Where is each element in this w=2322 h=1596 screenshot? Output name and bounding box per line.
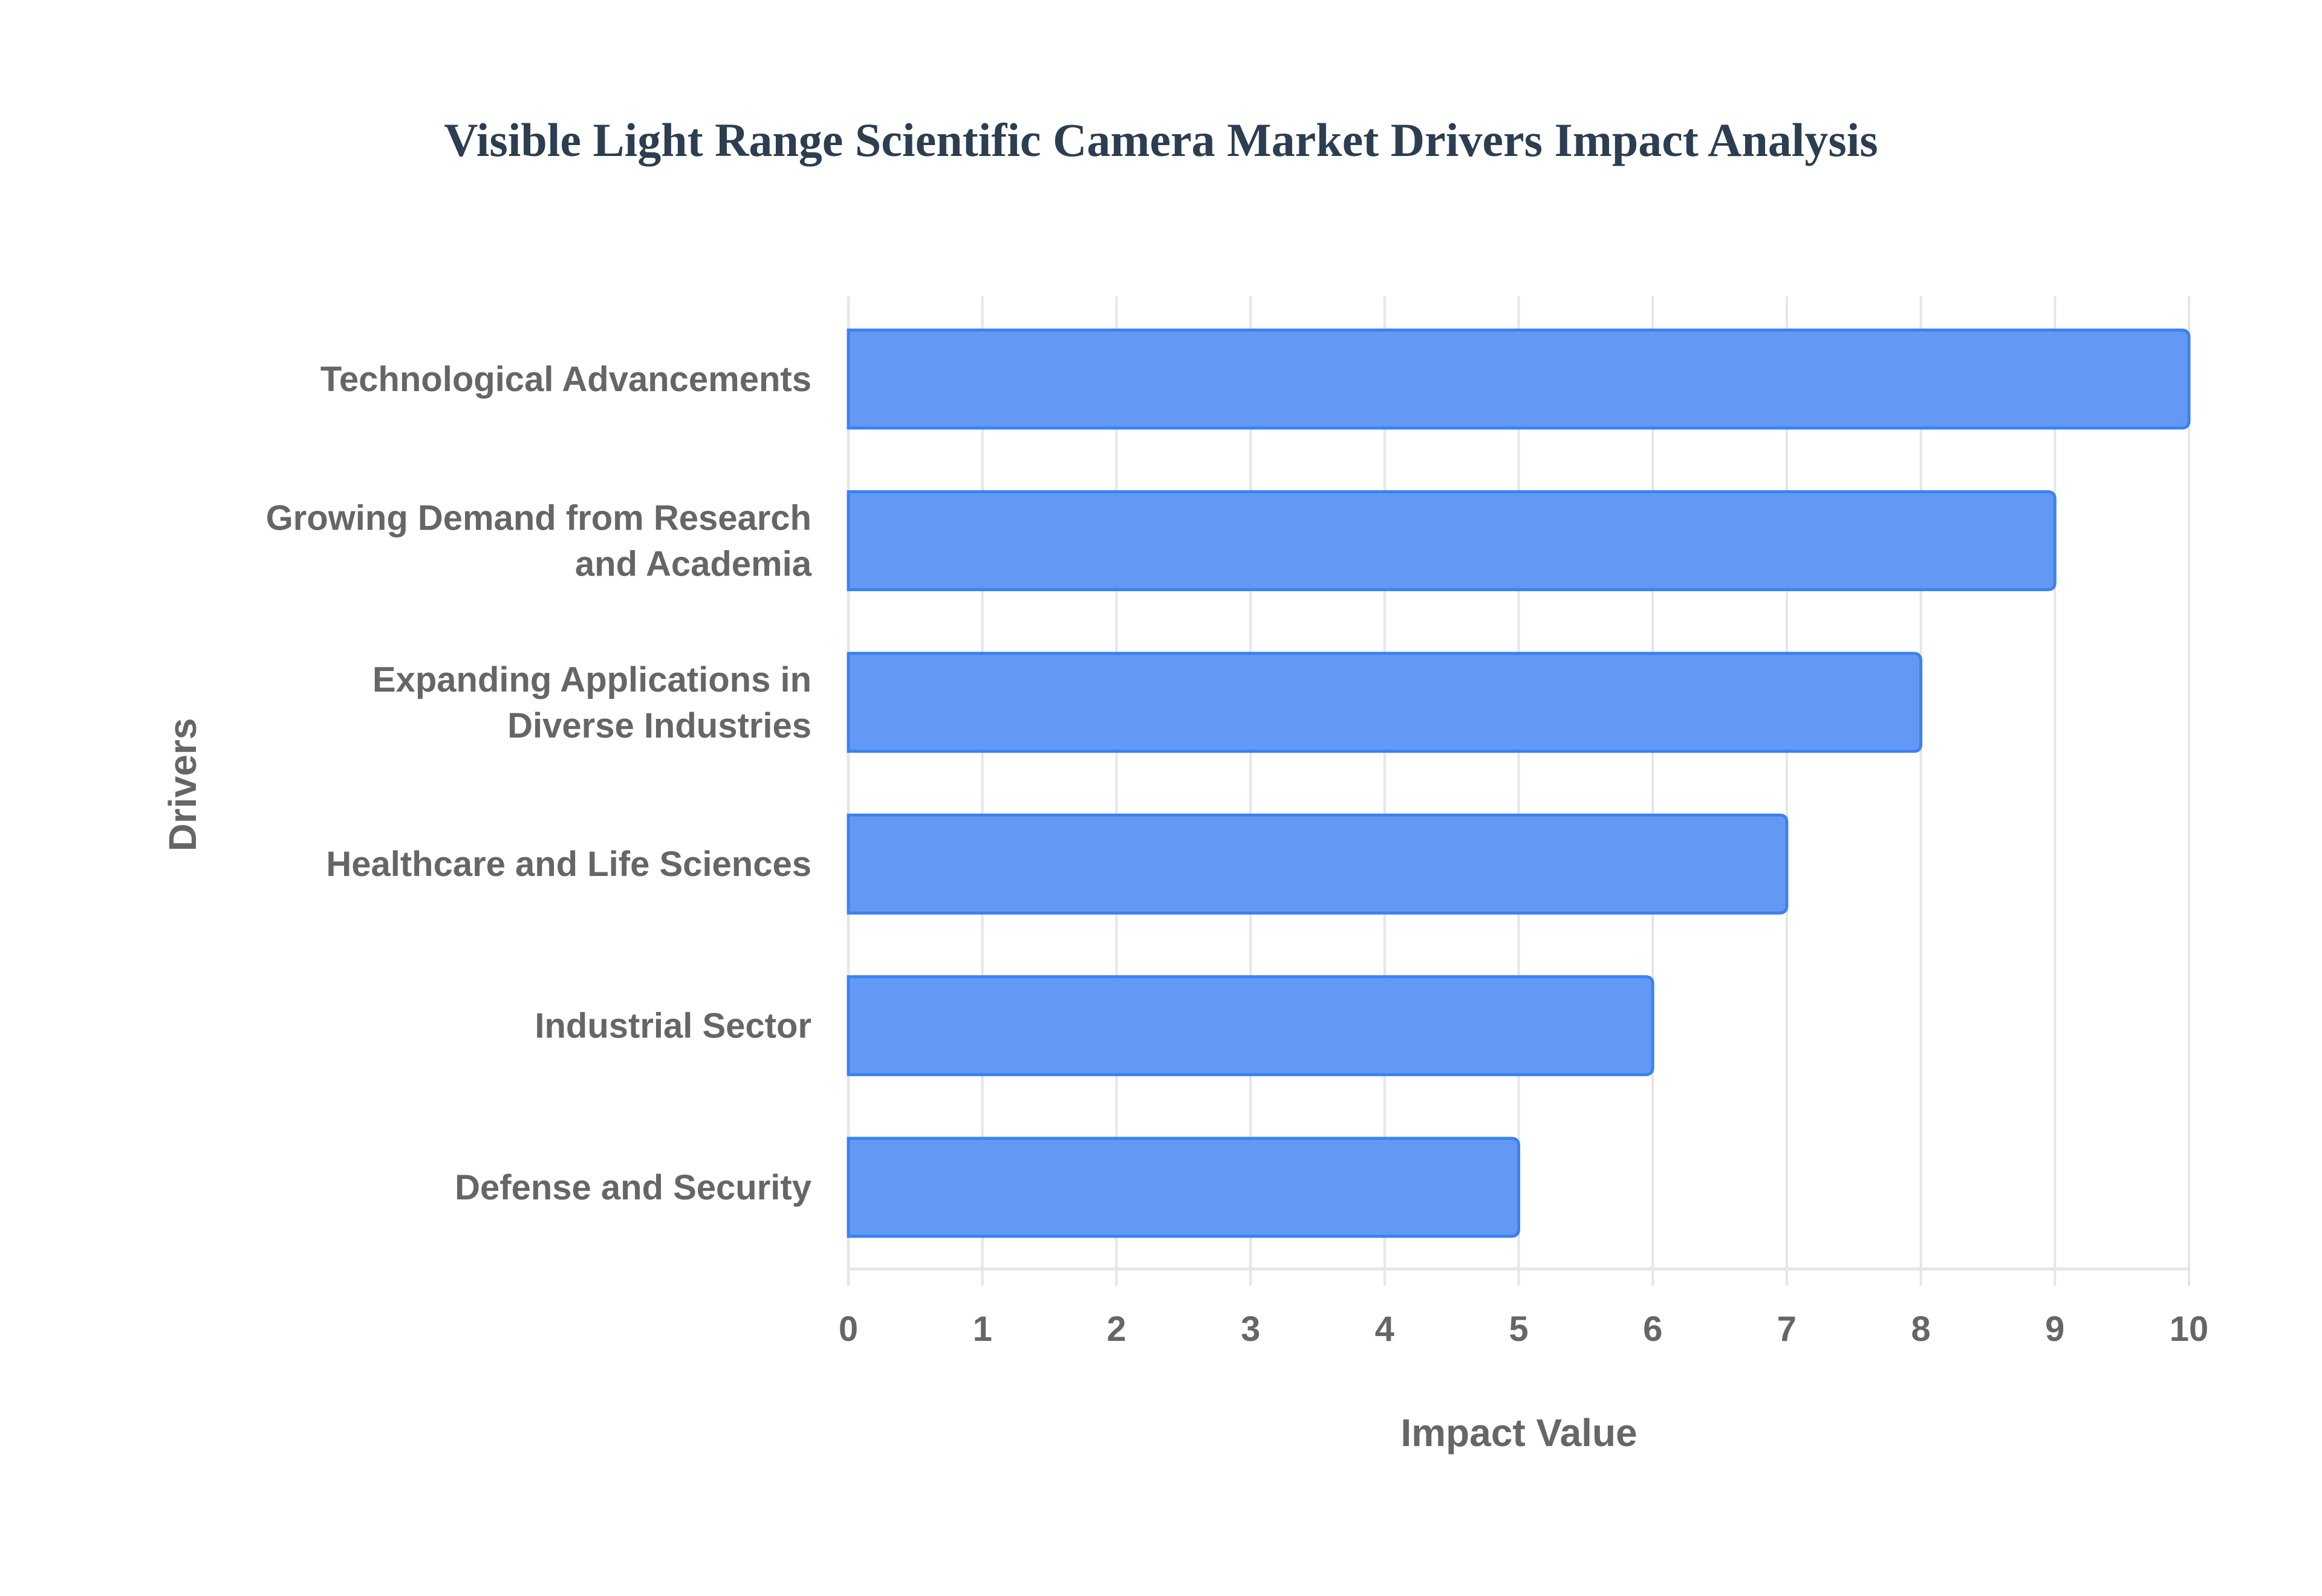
x-tick-label: 0	[839, 1309, 858, 1349]
chart-title: Visible Light Range Scientific Camera Ma…	[444, 114, 1878, 166]
x-tick-label: 2	[1107, 1309, 1126, 1349]
bar[interactable]	[847, 328, 2191, 430]
x-tick-label: 9	[2045, 1309, 2064, 1349]
y-tick-label: Defense and Security	[455, 1168, 811, 1207]
x-tick-label: 3	[1241, 1309, 1260, 1349]
y-tick-label: Technological Advancements	[320, 360, 811, 399]
bar[interactable]	[847, 1137, 1520, 1238]
y-axis-title: Drivers	[161, 718, 204, 852]
bar[interactable]	[847, 975, 1654, 1077]
y-tick-label: Healthcare and Life Sciences	[326, 845, 811, 884]
x-tick-label: 6	[1643, 1309, 1662, 1349]
y-tick-label: Industrial Sector	[535, 1007, 811, 1046]
x-axis-title: Impact Value	[1400, 1411, 1637, 1455]
x-tick-label: 5	[1509, 1309, 1528, 1349]
x-tick-label: 4	[1375, 1309, 1394, 1349]
y-tick-label: Expanding Applications in Diverse Industr…	[372, 660, 811, 745]
x-tick-label: 7	[1777, 1309, 1797, 1349]
bar[interactable]	[847, 490, 2057, 591]
bar[interactable]	[847, 813, 1789, 915]
x-tick-label: 1	[973, 1309, 992, 1349]
gridlines	[847, 296, 2190, 1286]
x-tick-labels: 0 1 2 3 4 5 6 7 8 9 10	[839, 1309, 2208, 1349]
y-tick-labels: Technological Advancements Growing Demand…	[266, 360, 812, 1207]
x-tick-label: 8	[1911, 1309, 1930, 1349]
y-tick-label: Growing Demand from Research and Academia	[266, 498, 812, 583]
bar[interactable]	[847, 652, 1923, 753]
bars	[847, 328, 2191, 1238]
x-tick-label: 10	[2170, 1309, 2209, 1349]
